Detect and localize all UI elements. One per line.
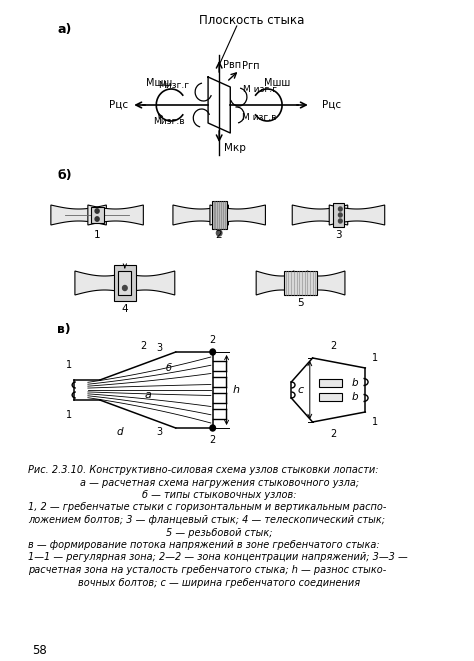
Bar	[114, 265, 136, 301]
Bar	[333, 203, 344, 227]
Text: б: б	[165, 363, 171, 373]
Text: b: b	[351, 378, 358, 388]
Bar	[212, 201, 227, 229]
Text: 1: 1	[66, 410, 72, 420]
Bar	[91, 207, 104, 223]
Text: d: d	[117, 427, 124, 437]
Text: 3: 3	[156, 427, 162, 437]
Bar	[118, 271, 131, 295]
Polygon shape	[210, 205, 265, 225]
Polygon shape	[292, 205, 348, 225]
Text: 2: 2	[210, 335, 216, 345]
Text: в): в)	[57, 323, 71, 336]
Polygon shape	[293, 271, 345, 295]
Circle shape	[95, 209, 99, 214]
Polygon shape	[51, 205, 106, 225]
Text: 5 — резьбовой стык;: 5 — резьбовой стык;	[166, 527, 273, 537]
Bar	[284, 271, 317, 295]
Text: h: h	[233, 385, 240, 395]
Bar	[319, 393, 342, 401]
Circle shape	[95, 217, 99, 221]
Circle shape	[210, 425, 216, 431]
Text: 1: 1	[372, 353, 378, 363]
Bar	[319, 379, 342, 387]
Text: 1: 1	[66, 360, 72, 370]
Text: Мизг.в: Мизг.в	[153, 118, 185, 126]
Text: 1: 1	[94, 230, 100, 240]
Polygon shape	[173, 205, 228, 225]
Text: а — расчетная схема нагружения стыковочного узла;: а — расчетная схема нагружения стыковочн…	[80, 477, 359, 488]
Text: 3: 3	[156, 343, 162, 353]
Text: б — типы стыковочных узлов:: б — типы стыковочных узлов:	[142, 490, 296, 500]
Text: Плоскость стыка: Плоскость стыка	[199, 13, 304, 26]
Text: Мшш: Мшш	[264, 78, 291, 88]
Text: 2: 2	[330, 341, 336, 351]
Text: а): а)	[57, 24, 72, 36]
Text: в — формирование потока напряжений в зоне гребенчатого стыка:: в — формирование потока напряжений в зон…	[28, 540, 379, 550]
Text: б): б)	[57, 169, 72, 182]
Text: Рис. 2.3.10. Конструктивно-силовая схема узлов стыковки лопасти:: Рис. 2.3.10. Конструктивно-силовая схема…	[28, 465, 378, 475]
Circle shape	[338, 219, 342, 223]
Text: Мшш: Мшш	[146, 78, 172, 88]
Text: 1, 2 — гребенчатые стыки с горизонтальным и вертикальным распо-: 1, 2 — гребенчатые стыки с горизонтальны…	[28, 502, 386, 512]
Text: 4: 4	[121, 304, 128, 314]
Polygon shape	[75, 271, 134, 295]
Text: 2: 2	[330, 429, 336, 439]
Circle shape	[338, 207, 342, 211]
Text: 2: 2	[140, 341, 146, 351]
Text: b: b	[351, 392, 358, 402]
Text: a: a	[145, 390, 151, 400]
Text: 2: 2	[210, 435, 216, 445]
Text: расчетная зона на усталость гребенчатого стыка; h — разнос стыко-: расчетная зона на усталость гребенчатого…	[28, 565, 386, 575]
Circle shape	[210, 349, 216, 355]
Polygon shape	[329, 205, 385, 225]
Polygon shape	[116, 271, 175, 295]
Text: М изг.г: М изг.г	[243, 85, 277, 95]
Text: 3: 3	[335, 230, 342, 240]
Text: 1—1 — регулярная зона; 2—2 — зона концентрации напряжений; 3—3 —: 1—1 — регулярная зона; 2—2 — зона концен…	[28, 553, 408, 563]
Text: 1: 1	[372, 417, 378, 427]
Text: М изг.в: М изг.в	[242, 114, 277, 122]
Text: Мизг.г: Мизг.г	[158, 81, 190, 89]
Text: 2: 2	[215, 230, 221, 240]
Text: Рцс: Рцс	[322, 100, 341, 110]
Text: Рвп: Рвп	[223, 60, 241, 70]
Circle shape	[217, 230, 222, 236]
Text: 5: 5	[297, 298, 304, 308]
Text: 58: 58	[32, 644, 47, 656]
Text: ложением болтов; 3 — фланцевый стык; 4 — телескопический стык;: ложением болтов; 3 — фланцевый стык; 4 —…	[28, 515, 385, 525]
Circle shape	[338, 213, 342, 217]
Text: вочных болтов; с — ширина гребенчатого соединения: вочных болтов; с — ширина гребенчатого с…	[78, 578, 360, 588]
Text: Мкр: Мкр	[224, 143, 246, 153]
Text: c: c	[297, 385, 303, 395]
Text: Ргп: Ргп	[242, 61, 260, 71]
Text: Рцс: Рцс	[109, 100, 128, 110]
Circle shape	[123, 286, 127, 290]
Polygon shape	[256, 271, 308, 295]
Polygon shape	[88, 205, 143, 225]
